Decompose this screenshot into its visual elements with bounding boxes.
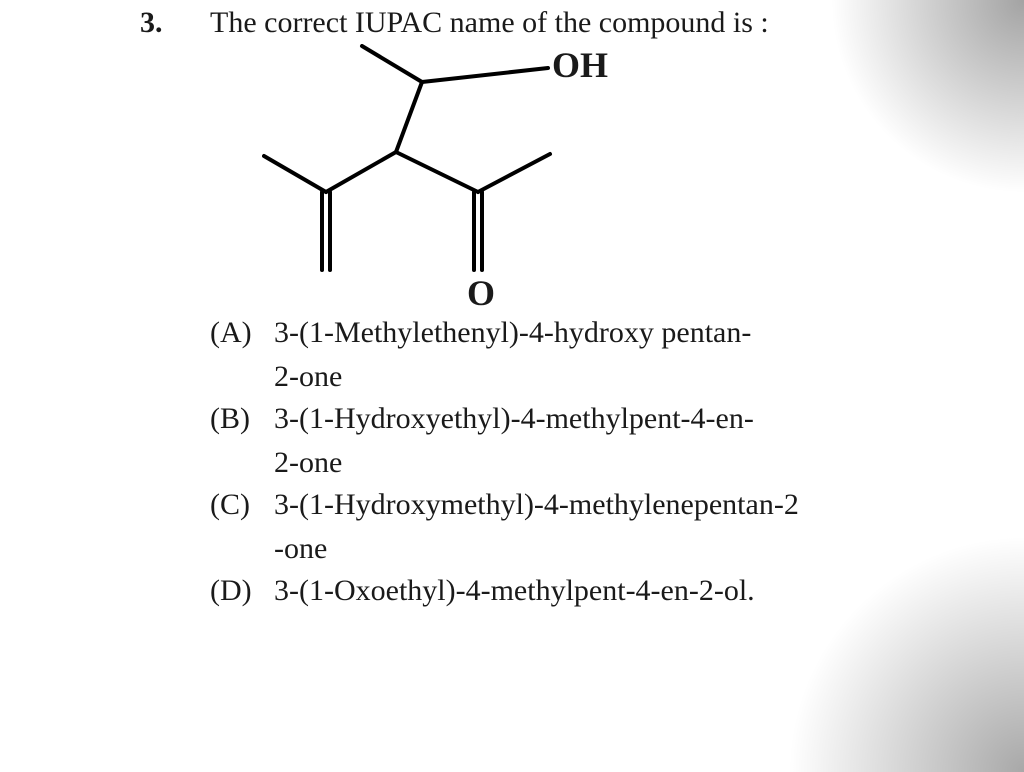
option-letter: (D) (210, 576, 274, 606)
option-line: 3-(1-Hydroxyethyl)-4-methylpent-4-en- (274, 404, 970, 434)
question-text: The correct IUPAC name of the compound i… (210, 6, 769, 40)
o-label: O (467, 272, 495, 314)
chemical-structure: OH O (262, 44, 602, 308)
option-letter: (C) (210, 490, 274, 520)
options-block: (A) 3-(1-Methylethenyl)-4-hydroxy pentan… (210, 318, 970, 618)
option-line: 2-one (274, 362, 970, 392)
option-line: 3-(1-Oxoethyl)-4-methylpent-4-en-2-ol. (274, 576, 970, 606)
molecule-svg (262, 44, 602, 308)
page: 3. The correct IUPAC name of the compoun… (0, 0, 1024, 772)
page-shadow-top-right (804, 0, 1024, 220)
question-number: 3. (140, 6, 163, 40)
option-content: 3-(1-Methylethenyl)-4-hydroxy pentan- 2-… (274, 318, 970, 392)
option-line: 3-(1-Methylethenyl)-4-hydroxy pentan- (274, 318, 970, 348)
option-letter: (B) (210, 404, 274, 434)
option-b: (B) 3-(1-Hydroxyethyl)-4-methylpent-4-en… (210, 404, 970, 478)
option-content: 3-(1-Hydroxyethyl)-4-methylpent-4-en- 2-… (274, 404, 970, 478)
oh-label: OH (552, 44, 608, 86)
option-content: 3-(1-Hydroxymethyl)-4-methylenepentan-2 … (274, 490, 970, 564)
option-line: -one (274, 534, 970, 564)
option-a: (A) 3-(1-Methylethenyl)-4-hydroxy pentan… (210, 318, 970, 392)
option-line: 2-one (274, 448, 970, 478)
option-d: (D) 3-(1-Oxoethyl)-4-methylpent-4-en-2-o… (210, 576, 970, 606)
option-c: (C) 3-(1-Hydroxymethyl)-4-methylenepenta… (210, 490, 970, 564)
option-letter: (A) (210, 318, 274, 348)
option-line: 3-(1-Hydroxymethyl)-4-methylenepentan-2 (274, 490, 970, 520)
option-content: 3-(1-Oxoethyl)-4-methylpent-4-en-2-ol. (274, 576, 970, 606)
